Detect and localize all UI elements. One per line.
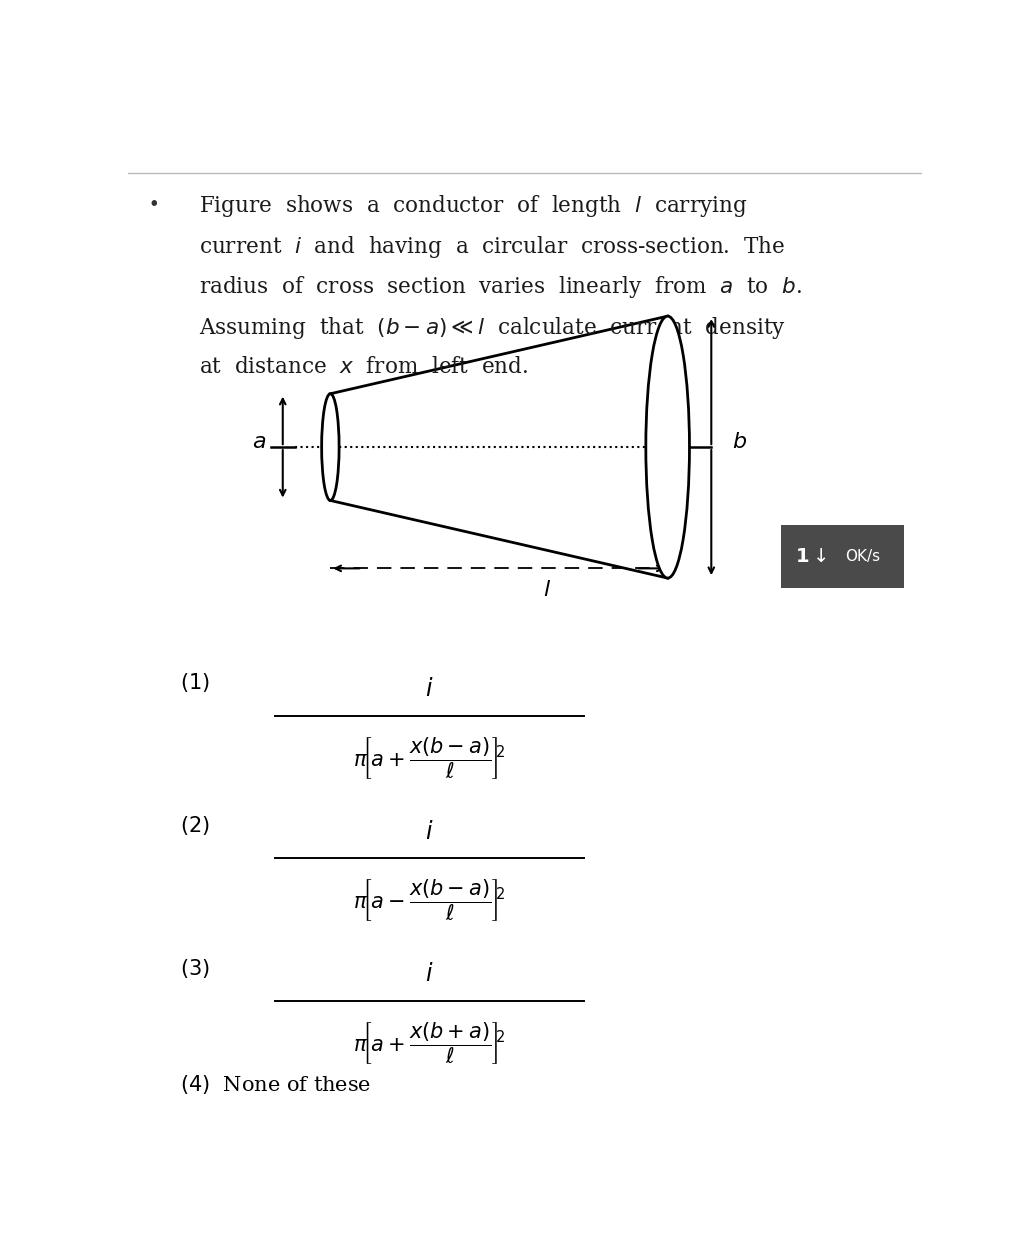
Text: Assuming  that  $(b - a) \ll l$  calculate  current  density: Assuming that $(b - a) \ll l$ calculate … [200, 315, 786, 341]
Text: $(4)$  None of these: $(4)$ None of these [179, 1074, 371, 1096]
Text: .: . [148, 183, 159, 213]
Ellipse shape [322, 393, 339, 500]
Text: $l$: $l$ [543, 578, 551, 601]
Text: $(2)$: $(2)$ [179, 814, 209, 837]
Text: $a$: $a$ [252, 431, 266, 454]
Text: radius  of  cross  section  varies  linearly  from  $a$  to  $b$.: radius of cross section varies linearly … [200, 275, 803, 300]
Text: $\pi\!\left[a+\dfrac{x(b+a)}{\ell}\right]^{\!\!2}$: $\pi\!\left[a+\dfrac{x(b+a)}{\ell}\right… [353, 1019, 506, 1066]
Text: $(1)$: $(1)$ [179, 672, 209, 694]
Text: $i$: $i$ [425, 964, 434, 987]
Text: $\pi\!\left[a+\dfrac{x(b-a)}{\ell}\right]^{\!\!2}$: $\pi\!\left[a+\dfrac{x(b-a)}{\ell}\right… [353, 735, 506, 781]
Text: current  $i$  and  having  a  circular  cross-section.  The: current $i$ and having a circular cross-… [200, 233, 785, 260]
FancyBboxPatch shape [781, 524, 904, 587]
Text: 1$\downarrow$: 1$\downarrow$ [795, 547, 826, 566]
Text: OK/s: OK/s [845, 549, 881, 563]
Text: $i$: $i$ [425, 678, 434, 701]
Ellipse shape [646, 316, 689, 578]
Text: at  distance  $x$  from  left  end.: at distance $x$ from left end. [200, 355, 528, 378]
Text: $(3)$: $(3)$ [179, 956, 209, 979]
Text: $b$: $b$ [731, 431, 746, 454]
Text: Figure  shows  a  conductor  of  length  $l$  carrying: Figure shows a conductor of length $l$ c… [200, 193, 748, 219]
Text: $\pi\!\left[a-\dfrac{x(b-a)}{\ell}\right]^{\!\!2}$: $\pi\!\left[a-\dfrac{x(b-a)}{\ell}\right… [353, 877, 506, 924]
Text: $i$: $i$ [425, 820, 434, 844]
